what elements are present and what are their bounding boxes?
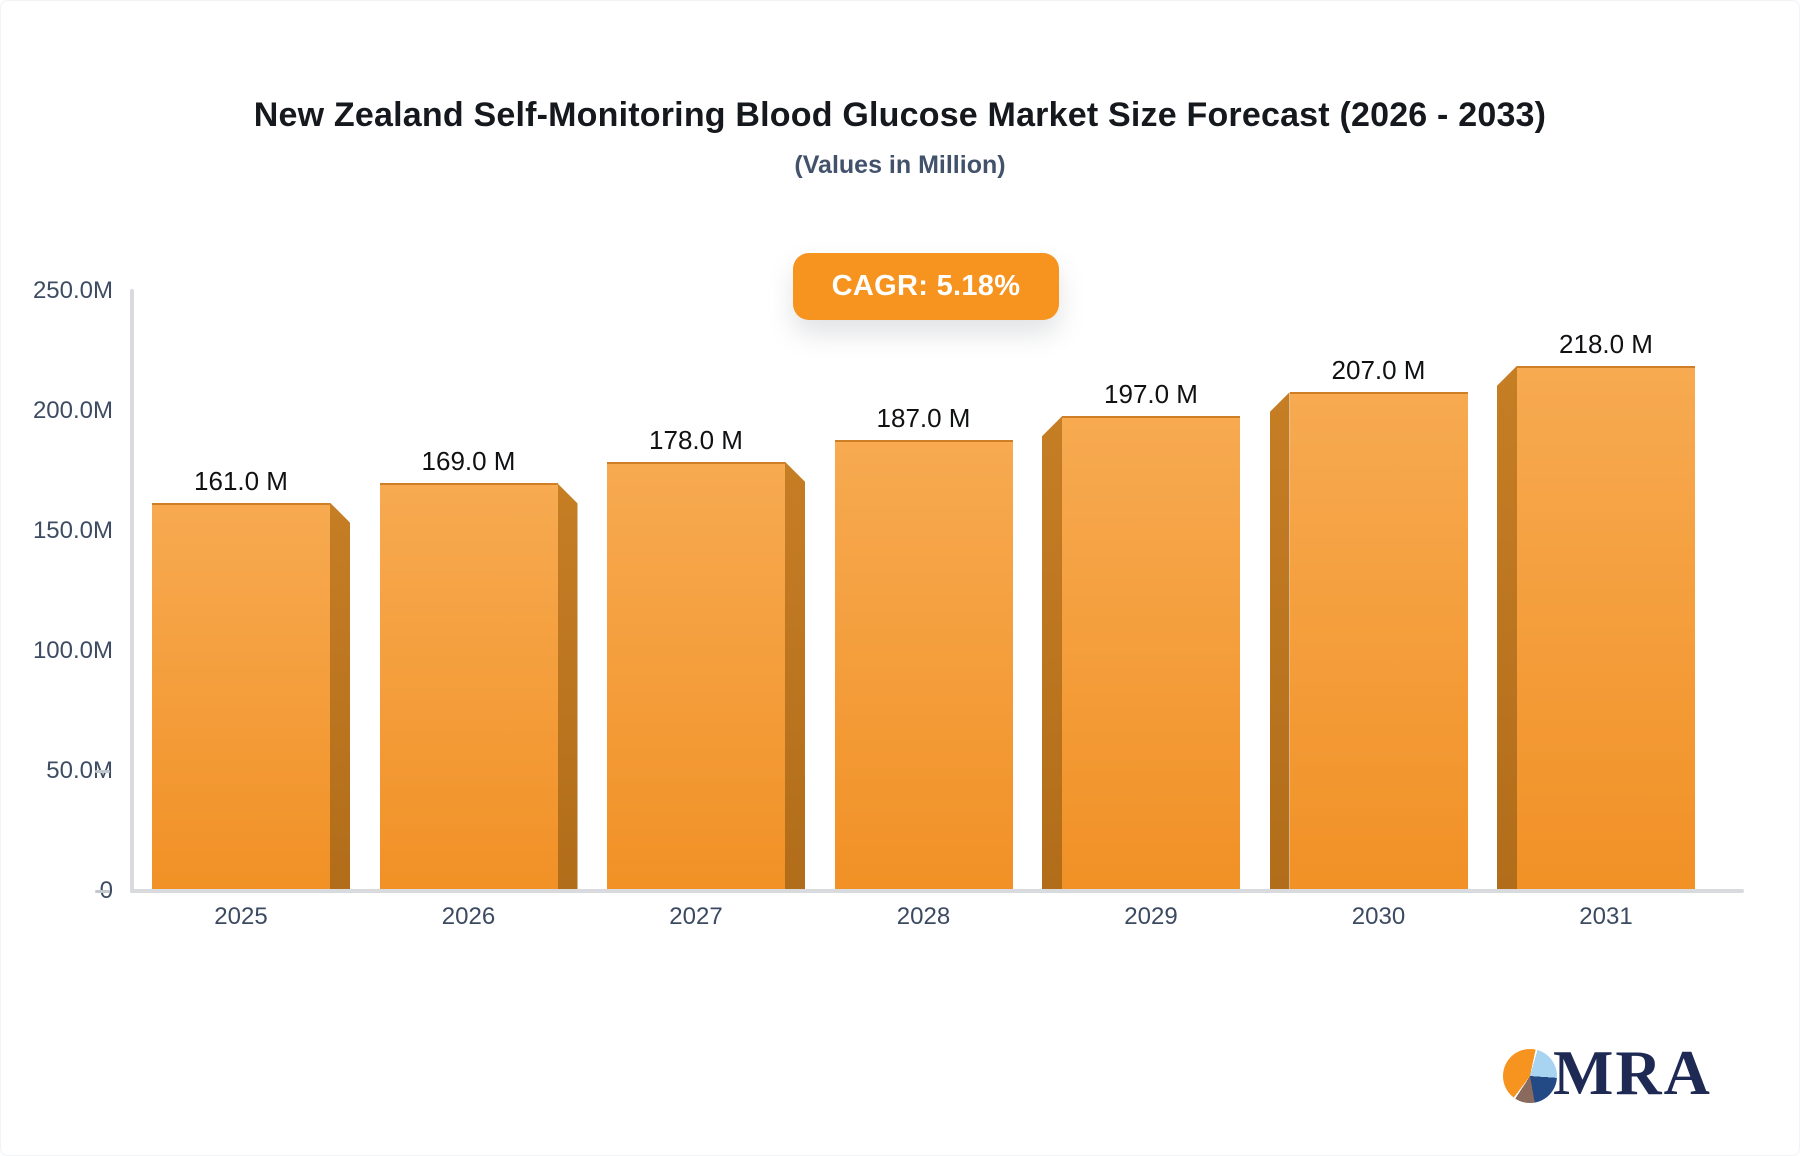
y-axis-line (130, 289, 134, 893)
bar-2028[interactable] (834, 440, 1013, 889)
y-axis-label: 100.0M (32, 637, 113, 664)
y-axis-tick (95, 890, 110, 893)
x-axis-label: 2028 (896, 903, 951, 930)
bar-2030[interactable] (1289, 392, 1468, 889)
bar-value-label: 218.0 M (1559, 328, 1653, 359)
bar-3d-side (557, 483, 578, 889)
x-axis-label: 2031 (1579, 903, 1633, 930)
bar-value-label: 161.0 M (194, 465, 288, 496)
chart-subtitle: (Values in Million) (794, 151, 1006, 179)
bar-3d-side (330, 502, 350, 889)
y-axis-label: 150.0M (32, 517, 113, 544)
bar-value-label: 187.0 M (876, 403, 971, 434)
x-axis-label: 2026 (441, 903, 496, 930)
y-axis-label: 200.0M (32, 397, 113, 424)
x-axis-label: 2027 (669, 903, 723, 930)
y-axis-tick (95, 770, 110, 773)
bar-2026[interactable] (379, 483, 558, 889)
bar-value-label: 169.0 M (421, 446, 516, 477)
x-axis-label: 2029 (1124, 903, 1178, 930)
page-title: New Zealand Self-Monitoring Blood Glucos… (253, 96, 1547, 134)
y-axis-label: 250.0M (32, 277, 113, 304)
x-axis-label: 2025 (214, 903, 268, 930)
bar-3d-side (785, 461, 805, 889)
bar-2027[interactable] (607, 461, 785, 889)
bar-3d-side (1042, 416, 1062, 889)
bar-2029[interactable] (1062, 416, 1240, 889)
bar-value-label: 207.0 M (1331, 355, 1426, 386)
bar-value-label: 178.0 M (649, 424, 743, 455)
x-axis-label: 2030 (1351, 903, 1406, 930)
bar-3d-side (1269, 392, 1290, 889)
cagr-badge: CAGR: 5.18% (793, 253, 1059, 320)
x-axis-line (130, 889, 1744, 893)
pie-chart-logo-icon (1503, 1049, 1557, 1103)
bar-value-label: 197.0 M (1104, 379, 1198, 410)
bar-2031[interactable] (1517, 365, 1695, 889)
bar-2025[interactable] (152, 502, 330, 889)
bar-3d-side (1497, 365, 1517, 889)
brand-logo: MRA (1503, 1041, 1712, 1105)
brand-logo-text: MRA (1553, 1037, 1712, 1108)
